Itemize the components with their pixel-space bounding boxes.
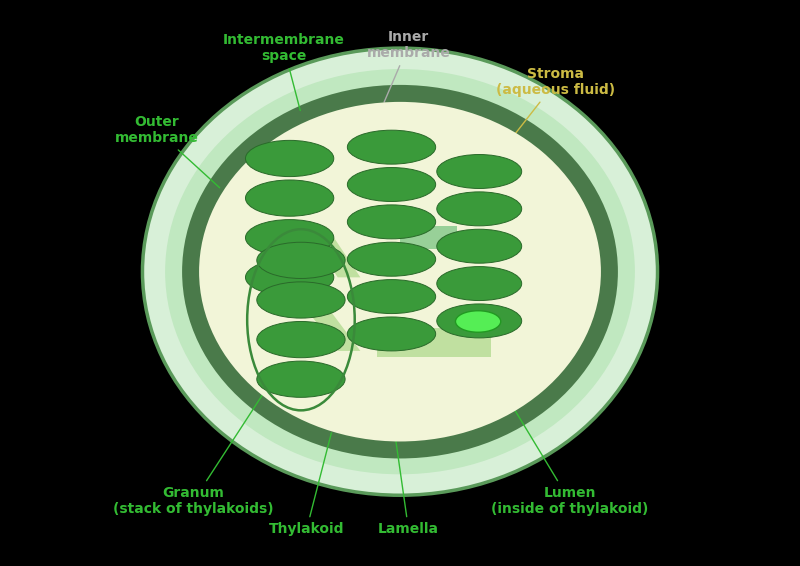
Ellipse shape: [182, 85, 618, 458]
Polygon shape: [400, 226, 457, 249]
Text: Lumen
(inside of thylakoid): Lumen (inside of thylakoid): [491, 396, 649, 516]
Ellipse shape: [347, 168, 436, 201]
Ellipse shape: [437, 229, 522, 263]
Ellipse shape: [246, 259, 334, 295]
Text: Granum
(stack of thylakoids): Granum (stack of thylakoids): [113, 381, 274, 516]
Ellipse shape: [347, 280, 436, 314]
Ellipse shape: [437, 155, 522, 188]
Ellipse shape: [257, 242, 345, 278]
Text: Lamella: Lamella: [378, 393, 439, 536]
Text: Inner
membrane: Inner membrane: [366, 30, 450, 102]
Ellipse shape: [347, 317, 436, 351]
Ellipse shape: [347, 242, 436, 276]
Ellipse shape: [347, 205, 436, 239]
Polygon shape: [378, 328, 490, 357]
Ellipse shape: [437, 192, 522, 226]
Ellipse shape: [437, 267, 522, 301]
Ellipse shape: [246, 220, 334, 256]
Polygon shape: [304, 226, 360, 277]
Ellipse shape: [246, 140, 334, 177]
Ellipse shape: [347, 130, 436, 164]
Polygon shape: [304, 306, 360, 351]
Text: Stroma
(aqueous fluid): Stroma (aqueous fluid): [496, 67, 615, 145]
Ellipse shape: [142, 48, 658, 495]
Ellipse shape: [199, 102, 601, 441]
Ellipse shape: [257, 321, 345, 358]
Text: Intermembrane
space: Intermembrane space: [223, 33, 345, 110]
Ellipse shape: [437, 304, 522, 338]
Ellipse shape: [246, 180, 334, 216]
Ellipse shape: [257, 361, 345, 397]
Ellipse shape: [257, 282, 345, 318]
Text: Thylakoid: Thylakoid: [269, 433, 344, 536]
Ellipse shape: [455, 311, 501, 332]
Text: Outer
membrane: Outer membrane: [114, 115, 220, 188]
Ellipse shape: [165, 69, 635, 474]
